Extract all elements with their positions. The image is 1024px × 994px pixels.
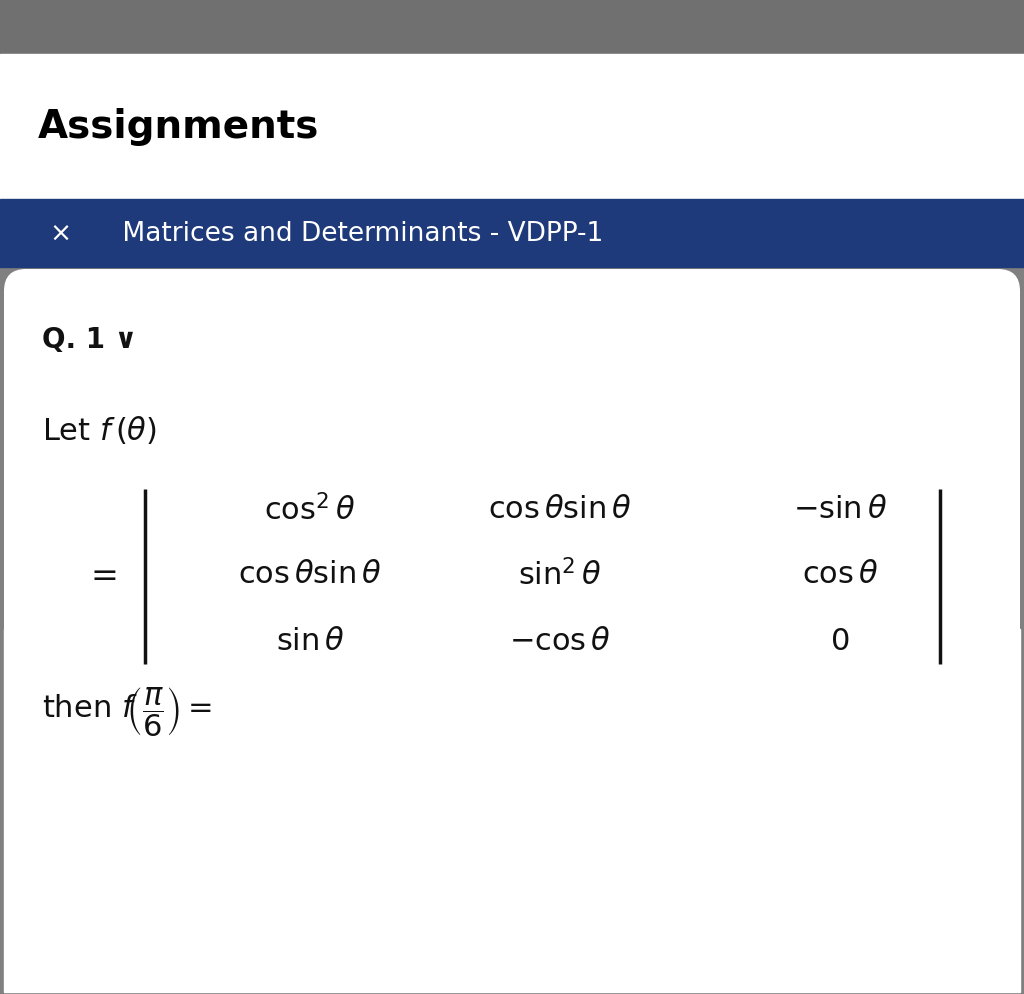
Bar [0,200,1024,267]
Text: ×      Matrices and Determinants - VDPP-1: × Matrices and Determinants - VDPP-1 [50,221,603,247]
Text: $\cos\theta\sin\theta$: $\cos\theta\sin\theta$ [488,495,632,524]
Text: $\cos^2\theta$: $\cos^2\theta$ [264,493,355,526]
Text: Q. 1 ∨: Q. 1 ∨ [42,326,137,354]
Text: $\sin^2\theta$: $\sin^2\theta$ [518,559,602,590]
FancyBboxPatch shape [4,269,1020,992]
Text: $-\cos\theta$: $-\cos\theta$ [509,627,611,656]
Bar [0,55,1024,200]
Text: $=$: $=$ [84,558,117,590]
Text: $0$: $0$ [830,627,850,656]
Text: then $f\!\left(\dfrac{\pi}{6}\right) =$: then $f\!\left(\dfrac{\pi}{6}\right) =$ [42,685,212,738]
Text: $\sin\theta$: $\sin\theta$ [275,627,344,656]
Bar [0,0,1024,55]
Bar [4,629,1020,992]
Text: $-\sin\theta$: $-\sin\theta$ [793,495,887,524]
Text: Let $f\,(\theta)$: Let $f\,(\theta)$ [42,414,157,445]
Text: $\cos\theta\sin\theta$: $\cos\theta\sin\theta$ [239,560,382,588]
Text: $\cos\theta$: $\cos\theta$ [802,560,879,588]
Text: Assignments: Assignments [38,108,319,146]
